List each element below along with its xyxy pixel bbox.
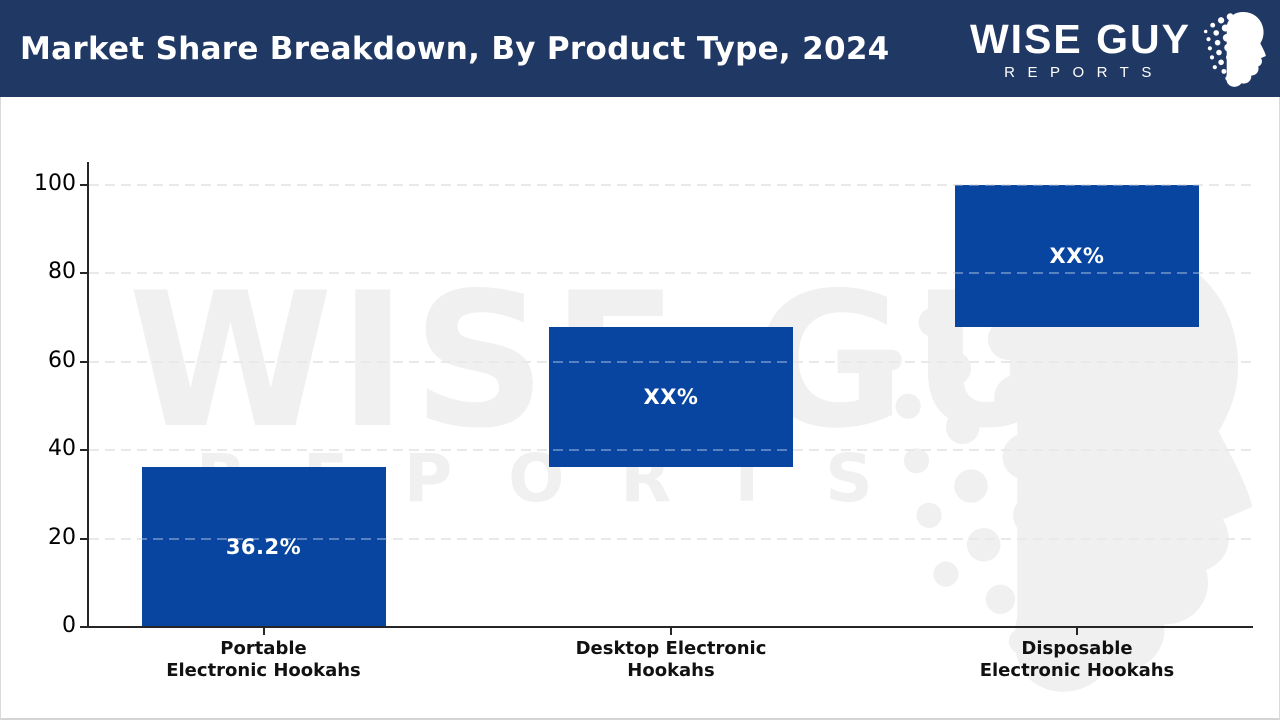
category-label-line: Electronic Hookahs xyxy=(166,659,361,681)
y-tick-label: 0 xyxy=(62,613,76,638)
logo-text: WISE GUY REPORTS xyxy=(969,15,1191,81)
category-label: Portable Electronic Hookahs xyxy=(94,638,434,682)
x-axis-line xyxy=(87,626,1253,628)
y-axis-tick xyxy=(80,626,88,628)
category-label-line: Portable xyxy=(220,638,307,659)
page-title: Market Share Breakdown, By Product Type,… xyxy=(20,30,890,67)
y-tick-label: 80 xyxy=(48,259,76,285)
category-label-line: Desktop Electronic xyxy=(575,638,767,659)
y-tick-label: 20 xyxy=(48,524,76,550)
y-axis-tick xyxy=(80,537,88,540)
gridline-overlay xyxy=(89,360,1253,363)
gridline-overlay xyxy=(89,272,1253,275)
gridline xyxy=(89,537,1253,540)
y-tick-label: 40 xyxy=(48,436,76,462)
category-label-line: Hookahs xyxy=(627,659,715,681)
bar-value-label: XX% xyxy=(643,385,699,410)
logo-subtitle: REPORTS xyxy=(1004,63,1164,81)
y-axis-tick xyxy=(80,449,88,452)
logo-wordmark: WISE GUY xyxy=(969,15,1191,62)
y-tick-label: 60 xyxy=(48,347,76,373)
bar-value-label: 36.2% xyxy=(225,534,302,559)
bar: XX% xyxy=(549,327,793,467)
gridline-overlay xyxy=(89,184,1253,186)
y-axis-tick xyxy=(80,272,88,275)
gridline-overlay xyxy=(89,449,1253,452)
bar: XX% xyxy=(955,185,1199,328)
gridline xyxy=(89,272,1253,275)
header-bar: Market Share Breakdown, By Product Type,… xyxy=(0,0,1280,97)
gridline-overlay xyxy=(89,537,1253,540)
bar-value-label: XX% xyxy=(1049,244,1105,269)
bar: 36.2% xyxy=(141,466,386,627)
y-tick-label: 100 xyxy=(34,171,76,196)
x-axis-tick xyxy=(262,628,265,635)
category-label-line: Disposable xyxy=(1021,638,1133,659)
logo-head-icon xyxy=(1203,11,1266,87)
x-axis-tick xyxy=(670,628,672,635)
page-bottom-border xyxy=(0,718,1280,720)
y-axis-tick xyxy=(80,184,88,186)
page-left-border xyxy=(0,97,1,720)
gridline xyxy=(89,184,1253,186)
x-axis-tick xyxy=(1076,628,1078,635)
category-label: Desktop Electronic Hookahs xyxy=(501,638,841,682)
y-axis-line xyxy=(87,162,89,628)
category-label-line: Electronic Hookahs xyxy=(979,659,1175,681)
wiseguy-logo: WISE GUY REPORTS xyxy=(970,7,1268,91)
y-axis-tick xyxy=(80,360,88,363)
category-label: Disposable Electronic Hookahs xyxy=(907,638,1247,682)
